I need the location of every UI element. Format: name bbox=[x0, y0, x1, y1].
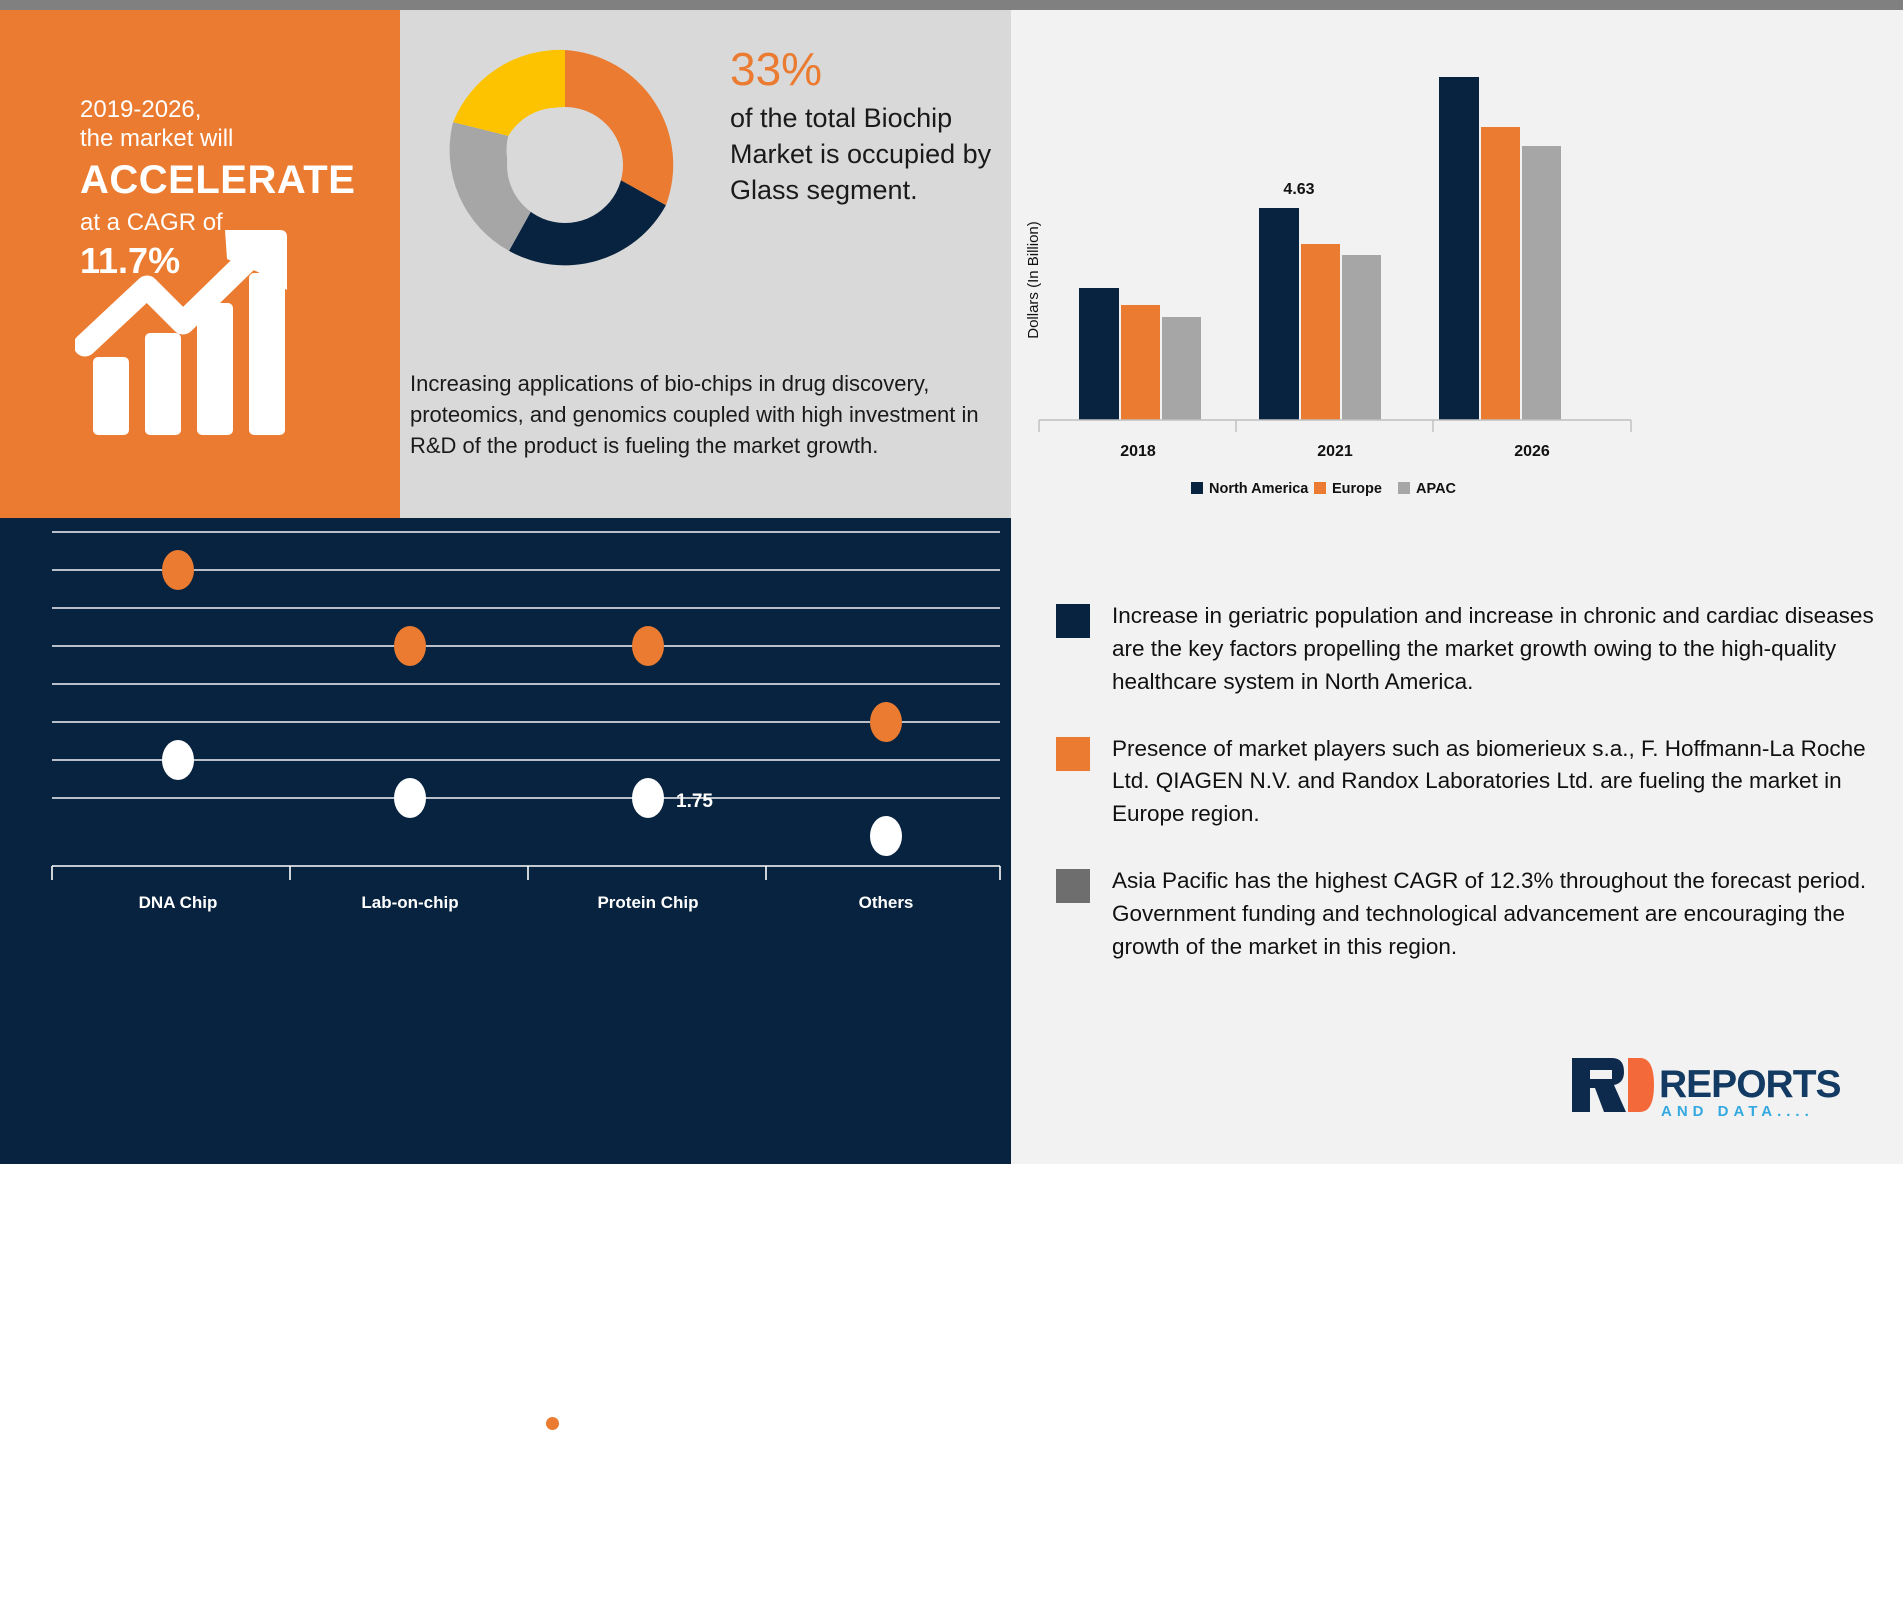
bar-category-label-2026: 2026 bbox=[1514, 443, 1550, 460]
bar-category-label-2021: 2021 bbox=[1317, 443, 1353, 460]
donut-chart-svg bbox=[449, 49, 674, 266]
legend-label-north-america: North America bbox=[1209, 481, 1309, 497]
category-label-lab-on-chip: Lab-on-chip bbox=[361, 893, 458, 912]
legend-item-2017[interactable]: 2017 bbox=[407, 1413, 466, 1433]
dot-2026-others bbox=[870, 702, 902, 742]
glass-stat-description: of the total Biochip Market is occupied … bbox=[730, 103, 992, 205]
bar-2018-north-america bbox=[1079, 288, 1119, 420]
bar-2018-apac bbox=[1162, 317, 1201, 420]
category-label-protein-chip: Protein Chip bbox=[597, 893, 698, 912]
region-swatch-north-america-icon bbox=[1056, 604, 1090, 638]
cagr-panel: 2019-2026, the market will ACCELERATE at… bbox=[0, 10, 400, 518]
region-text-north-america: Increase in geriatric population and inc… bbox=[1112, 603, 1874, 694]
glass-stat-block: 33% of the total Biochip Market is occup… bbox=[730, 45, 995, 208]
dot-plot-category-labels: DNA Chip Lab-on-chip Protein Chip Others bbox=[139, 893, 914, 912]
glass-stat-percent: 33% bbox=[730, 43, 823, 95]
donut-hole bbox=[507, 107, 623, 223]
glass-segment-panel: 33% of the total Biochip Market is occup… bbox=[400, 10, 1011, 518]
region-insights-list: Increase in geriatric population and inc… bbox=[1056, 600, 1876, 998]
bar-2021-north-america bbox=[1259, 208, 1299, 420]
segment-panel: 1.75 DNA Chip Lab-on-chip Protein Chip O… bbox=[0, 518, 1011, 1604]
bar-chart-y-axis-label: Dollars (In Billion) bbox=[1025, 221, 1042, 339]
dot-2026-protein-chip bbox=[632, 626, 664, 666]
donut-slice-glass bbox=[565, 50, 674, 206]
list-item: Wide applications of DNA chip in biotech… bbox=[40, 1477, 970, 1538]
dot-2017-dna-chip bbox=[162, 740, 194, 780]
region-text-apac: Asia Pacific has the highest CAGR of 12.… bbox=[1112, 868, 1867, 959]
dot-2026-dna-chip bbox=[162, 550, 194, 590]
region-swatch-apac-icon bbox=[1056, 869, 1090, 904]
regional-market-bar-chart: Dollars (In Billion) 4.63 bbox=[1025, 77, 1632, 497]
legend-swatch-2017-icon bbox=[407, 1416, 421, 1430]
bar-chart-legend: North America Europe APAC bbox=[1191, 481, 1457, 497]
bar-2026-north-america bbox=[1439, 77, 1479, 420]
legend-label-apac: APAC bbox=[1416, 481, 1457, 497]
category-label-dna-chip: DNA Chip bbox=[139, 893, 218, 912]
logo-name: REPORTS bbox=[1659, 1063, 1841, 1106]
bar-2026-apac bbox=[1522, 146, 1561, 420]
region-swatch-europe-icon bbox=[1056, 736, 1090, 771]
logo-mark-icon bbox=[1572, 1058, 1654, 1112]
cagr-subtitle: the market will bbox=[80, 125, 234, 153]
legend-swatch-apac-icon bbox=[1398, 482, 1410, 494]
donut-slice-polymer bbox=[449, 122, 537, 251]
list-item: Asia Pacific has the highest CAGR of 12.… bbox=[1056, 865, 1876, 964]
legend-swatch-north-america-icon bbox=[1191, 482, 1203, 494]
legend-label-2017: 2017 bbox=[427, 1413, 466, 1432]
bar-chart-category-labels: 2018 2021 2026 bbox=[1120, 443, 1550, 460]
donut-slice-other bbox=[453, 49, 565, 136]
growth-arrow-icon bbox=[75, 230, 287, 435]
dot-2017-others bbox=[870, 816, 902, 856]
legend-swatch-europe-icon bbox=[1314, 482, 1326, 494]
cagr-accelerate: ACCELERATE bbox=[80, 157, 356, 202]
bar-chart-axis bbox=[1038, 419, 1632, 432]
category-label-others: Others bbox=[859, 893, 914, 912]
logo-tagline: AND DATA.... bbox=[1661, 1103, 1814, 1120]
segment-dot-plot: 1.75 DNA Chip Lab-on-chip Protein Chip O… bbox=[51, 531, 1001, 912]
bar-2021-apac bbox=[1342, 255, 1381, 420]
bar-2021-europe bbox=[1301, 244, 1340, 420]
dot-plot-data-label: 1.75 bbox=[676, 791, 713, 812]
cagr-period: 2019-2026, bbox=[80, 96, 202, 123]
list-item: Increase in geriatric population and inc… bbox=[1056, 600, 1876, 699]
bar-chart-data-label-2021: 4.63 bbox=[1283, 181, 1314, 198]
dot-2017-lab-on-chip bbox=[394, 778, 426, 818]
dot-plot-axis bbox=[51, 865, 1001, 880]
list-item: Improvement in the field of recombinant … bbox=[40, 1546, 970, 1607]
cagr-rate-label: at a CAGR of bbox=[80, 209, 223, 237]
segment-bullet-list: Wide applications of DNA chip in biotech… bbox=[40, 1477, 970, 1617]
bar-2018-europe bbox=[1121, 305, 1160, 420]
dot-plot-legend: 2017 2026 bbox=[0, 1413, 1011, 1433]
donut-chart bbox=[420, 30, 710, 300]
regional-panel: Dollars (In Billion) 4.63 bbox=[1011, 10, 1903, 1164]
bar-category-label-2018: 2018 bbox=[1120, 443, 1156, 460]
donut-slice-silicon bbox=[509, 177, 666, 266]
legend-swatch-2026-icon bbox=[545, 1416, 559, 1430]
biochip-applications-paragraph: Increasing applications of bio-chips in … bbox=[410, 371, 979, 459]
reports-and-data-logo[interactable]: REPORTS AND DATA.... bbox=[1566, 1050, 1866, 1120]
cagr-text-block: 2019-2026, the market will ACCELERATE at… bbox=[80, 95, 380, 283]
legend-label-2026: 2026 bbox=[565, 1413, 604, 1432]
bar-2026-europe bbox=[1481, 127, 1520, 420]
dot-2026-lab-on-chip bbox=[394, 626, 426, 666]
region-text-europe: Presence of market players such as biome… bbox=[1112, 735, 1866, 827]
cagr-rate-value: 11.7% bbox=[80, 239, 181, 281]
dot-2017-protein-chip bbox=[632, 778, 664, 818]
legend-item-2026[interactable]: 2026 bbox=[545, 1413, 604, 1433]
infographic-page: 2019-2026, the market will ACCELERATE at… bbox=[0, 0, 1903, 1164]
top-accent-bar bbox=[0, 0, 1903, 10]
list-item: Presence of market players such as biome… bbox=[1056, 733, 1876, 832]
legend-label-europe: Europe bbox=[1332, 481, 1382, 497]
dot-plot-gridlines bbox=[52, 531, 1000, 799]
